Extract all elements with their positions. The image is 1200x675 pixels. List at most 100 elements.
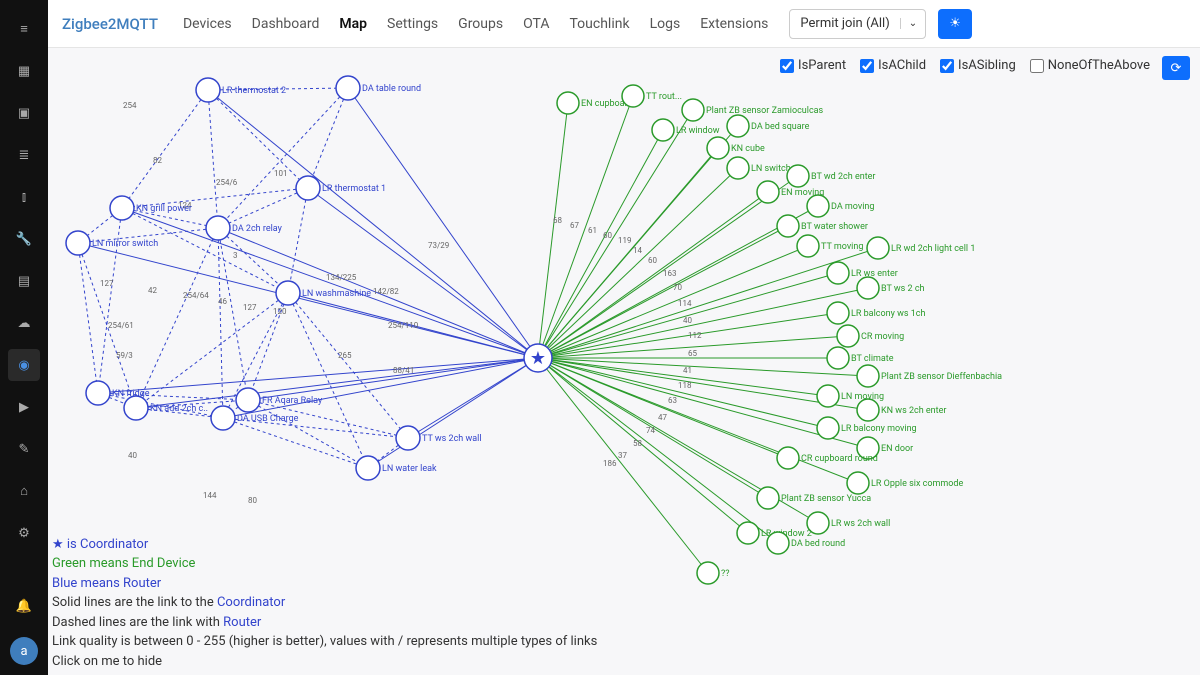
coordinator-node[interactable]: ★: [530, 348, 546, 369]
device-node[interactable]: [817, 417, 839, 439]
device-node[interactable]: [757, 181, 779, 203]
device-node[interactable]: [837, 325, 859, 347]
device-node[interactable]: [356, 456, 380, 480]
device-node[interactable]: [707, 137, 729, 159]
messages-icon[interactable]: ▣: [8, 97, 40, 129]
filter-isasibling[interactable]: IsASibling: [940, 58, 1016, 73]
device-node[interactable]: [867, 237, 889, 259]
device-node[interactable]: [857, 277, 879, 299]
svg-text:FR Aqara Relay: FR Aqara Relay: [262, 396, 323, 406]
tab-touchlink[interactable]: Touchlink: [561, 10, 639, 38]
tab-map[interactable]: Map: [330, 10, 376, 38]
device-node[interactable]: [767, 532, 789, 554]
device-node[interactable]: [757, 487, 779, 509]
filter-noneoftheabove[interactable]: NoneOfTheAbove: [1030, 58, 1150, 73]
device-node[interactable]: [206, 216, 230, 240]
filter-isparent[interactable]: IsParent: [780, 58, 846, 73]
tab-groups[interactable]: Groups: [449, 10, 512, 38]
device-node[interactable]: [787, 165, 809, 187]
device-node[interactable]: [827, 347, 849, 369]
device-node[interactable]: [827, 262, 849, 284]
device-node[interactable]: [857, 365, 879, 387]
cloud-icon[interactable]: ☁: [8, 307, 40, 339]
device-node[interactable]: [817, 385, 839, 407]
svg-text:DA USB Charge: DA USB Charge: [237, 414, 299, 424]
settings-icon[interactable]: ⚙: [8, 517, 40, 549]
device-node[interactable]: [236, 388, 260, 412]
svg-text:??: ??: [721, 569, 730, 579]
device-node[interactable]: [737, 522, 759, 544]
svg-text:59/3: 59/3: [116, 351, 133, 360]
menu-icon[interactable]: ≡: [8, 13, 40, 45]
device-node[interactable]: [727, 115, 749, 137]
tab-settings[interactable]: Settings: [378, 10, 447, 38]
checkbox-noneoftheabove[interactable]: [1030, 59, 1044, 73]
device-node[interactable]: [124, 396, 148, 420]
svg-text:42: 42: [148, 286, 157, 295]
svg-text:265: 265: [338, 351, 352, 360]
device-node[interactable]: [336, 76, 360, 100]
tools-icon[interactable]: 🔧: [8, 223, 40, 255]
device-node[interactable]: [777, 447, 799, 469]
device-node[interactable]: [797, 235, 819, 257]
store-icon[interactable]: ▤: [8, 265, 40, 297]
device-node[interactable]: [86, 381, 110, 405]
tab-devices[interactable]: Devices: [174, 10, 241, 38]
avatar[interactable]: a: [10, 637, 38, 665]
permit-join-label: Permit join (All): [790, 16, 899, 31]
device-node[interactable]: [847, 472, 869, 494]
map-canvas[interactable]: 25482124254/63101127254/6159/342254/6446…: [48, 48, 1200, 675]
device-node[interactable]: [296, 176, 320, 200]
refresh-button[interactable]: ⟳: [1162, 56, 1190, 80]
brand[interactable]: Zigbee2MQTT: [62, 15, 158, 33]
device-node[interactable]: [807, 195, 829, 217]
svg-text:67: 67: [570, 221, 579, 230]
svg-text:TT moving: TT moving: [821, 242, 863, 252]
svg-text:BT wd 2ch enter: BT wd 2ch enter: [811, 172, 875, 182]
list-icon[interactable]: ≣: [8, 139, 40, 171]
legend[interactable]: ★ is Coordinator Green means End Device …: [52, 535, 597, 672]
home-icon[interactable]: ⌂: [8, 475, 40, 507]
media-icon[interactable]: ▶: [8, 391, 40, 423]
chart-icon[interactable]: ⫾: [8, 181, 40, 213]
device-node[interactable]: [827, 302, 849, 324]
device-node[interactable]: [196, 78, 220, 102]
device-node[interactable]: [396, 426, 420, 450]
checkbox-isparent[interactable]: [780, 59, 794, 73]
tab-logs[interactable]: Logs: [641, 10, 690, 38]
device-node[interactable]: [727, 157, 749, 179]
filter-isachild[interactable]: IsAChild: [860, 58, 926, 73]
device-node[interactable]: [682, 99, 704, 121]
permit-join-dropdown[interactable]: Permit join (All) ⌄: [789, 9, 926, 39]
device-node[interactable]: [652, 119, 674, 141]
tab-dashboard[interactable]: Dashboard: [243, 10, 329, 38]
topbar: Zigbee2MQTT DevicesDashboardMapSettingsG…: [48, 0, 1200, 48]
device-node[interactable]: [66, 231, 90, 255]
device-node[interactable]: [276, 281, 300, 305]
svg-text:LR thermostat 2: LR thermostat 2: [222, 86, 286, 96]
device-node[interactable]: [211, 406, 235, 430]
svg-text:112: 112: [688, 331, 702, 340]
zigbee-icon[interactable]: ◉: [8, 349, 40, 381]
svg-text:47: 47: [658, 413, 667, 422]
wand-icon[interactable]: ✎: [8, 433, 40, 465]
dashboard-icon[interactable]: ▦: [8, 55, 40, 87]
checkbox-isasibling[interactable]: [940, 59, 954, 73]
device-node[interactable]: [697, 562, 719, 584]
permit-join-button[interactable]: ☀: [938, 9, 972, 39]
checkbox-isachild[interactable]: [860, 59, 874, 73]
device-node[interactable]: [777, 215, 799, 237]
svg-text:65: 65: [688, 349, 697, 358]
svg-text:163: 163: [663, 269, 677, 278]
map-filters: IsParent IsAChild IsASibling NoneOfTheAb…: [780, 58, 1150, 73]
chevron-down-icon[interactable]: ⌄: [900, 18, 925, 29]
device-node[interactable]: [857, 399, 879, 421]
device-node[interactable]: [110, 196, 134, 220]
device-node[interactable]: [557, 92, 579, 114]
notifications-icon[interactable]: 🔔: [8, 590, 40, 622]
tab-ota[interactable]: OTA: [514, 10, 558, 38]
svg-text:CR moving: CR moving: [861, 332, 904, 342]
svg-text:82: 82: [153, 156, 162, 165]
device-node[interactable]: [622, 85, 644, 107]
tab-extensions[interactable]: Extensions: [691, 10, 777, 38]
